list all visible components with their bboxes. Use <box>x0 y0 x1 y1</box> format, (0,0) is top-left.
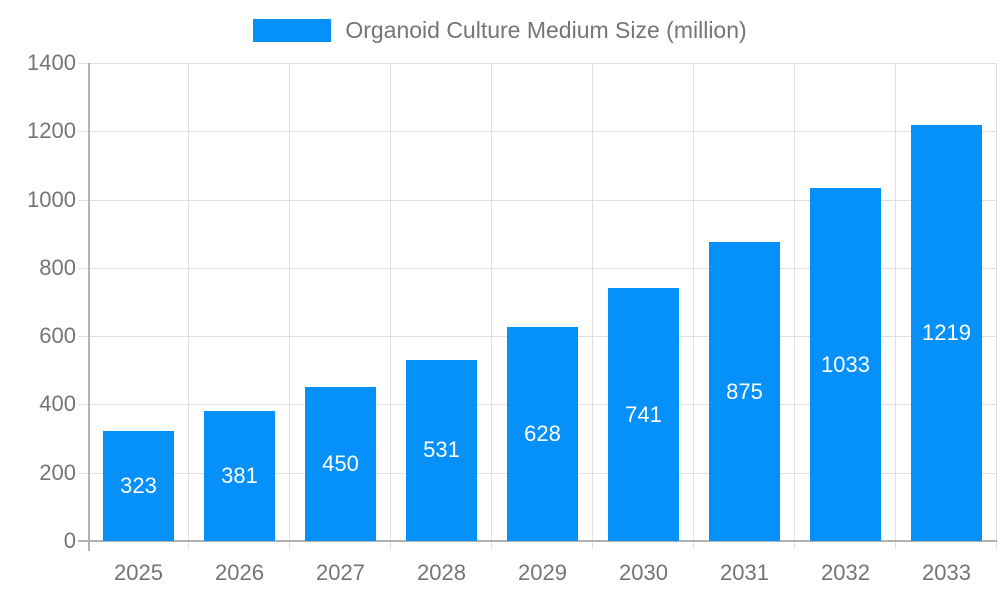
bar-2026[interactable]: 381 <box>204 410 275 541</box>
x-axis-tick-label: 2026 <box>215 560 264 585</box>
y-axis-tick-label: 400 <box>39 391 76 417</box>
gridline-vertical <box>187 63 189 549</box>
x-axis-line <box>78 540 997 542</box>
gridline-vertical <box>288 63 290 549</box>
bar-2027[interactable]: 450 <box>305 387 376 541</box>
y-axis-tick-label: 1200 <box>27 118 76 144</box>
bar-value-label: 628 <box>524 420 561 446</box>
legend-label: Organoid Culture Medium Size (million) <box>345 17 747 43</box>
x-axis-tick-label: 2030 <box>619 560 668 585</box>
gridline-vertical <box>490 63 492 549</box>
bar-2032[interactable]: 1033 <box>810 188 881 541</box>
bar-2029[interactable]: 628 <box>507 326 578 541</box>
bar-value-label: 531 <box>423 437 460 463</box>
plot-area: 323 381 450 531 628 741 875 1033 1219 <box>78 63 997 551</box>
gridline-vertical <box>389 63 391 549</box>
x-axis-tick-label: 2029 <box>518 560 567 585</box>
bar-2033[interactable]: 1219 <box>911 124 982 541</box>
gridline-horizontal <box>78 63 997 64</box>
x-axis-tick-label: 2028 <box>417 560 466 585</box>
gridline-vertical <box>996 63 997 549</box>
y-axis-line <box>88 63 90 551</box>
bar-value-label: 1219 <box>922 319 971 345</box>
gridline-horizontal <box>78 131 997 133</box>
y-axis-tick-label: 1400 <box>27 50 76 75</box>
y-axis-tick-label: 200 <box>39 459 76 485</box>
bar-value-label: 741 <box>625 401 662 427</box>
y-axis-tick-label: 0 <box>63 528 76 553</box>
bar-2030[interactable]: 741 <box>608 288 679 541</box>
gridline-vertical <box>794 63 795 549</box>
gridline-vertical <box>592 63 593 549</box>
bar-value-label: 1033 <box>821 351 870 377</box>
y-axis-tick-label: 600 <box>39 323 76 349</box>
bar-value-label: 323 <box>120 472 157 498</box>
bar-value-label: 381 <box>221 462 258 488</box>
x-axis-tick-label: 2031 <box>720 560 769 585</box>
y-axis-tick-label: 1000 <box>27 186 76 212</box>
bar-2025[interactable]: 323 <box>103 430 174 541</box>
gridline-vertical <box>692 63 694 549</box>
x-axis-tick-label: 2027 <box>316 560 365 585</box>
bar-value-label: 875 <box>726 378 763 404</box>
bar-2031[interactable]: 875 <box>709 242 780 541</box>
legend[interactable]: Organoid Culture Medium Size (million) <box>0 17 1000 45</box>
legend-swatch-icon <box>253 19 332 43</box>
bar-value-label: 450 <box>322 451 359 477</box>
y-axis-tick-label: 800 <box>39 254 76 280</box>
bar-2028[interactable]: 531 <box>406 359 477 541</box>
x-axis-tick-label: 2033 <box>922 560 971 585</box>
x-axis-tick-label: 2025 <box>114 560 163 585</box>
gridline-horizontal <box>78 199 997 201</box>
gridline-horizontal <box>78 267 997 269</box>
x-axis-tick-label: 2032 <box>821 560 870 585</box>
gridline-vertical <box>894 63 896 549</box>
